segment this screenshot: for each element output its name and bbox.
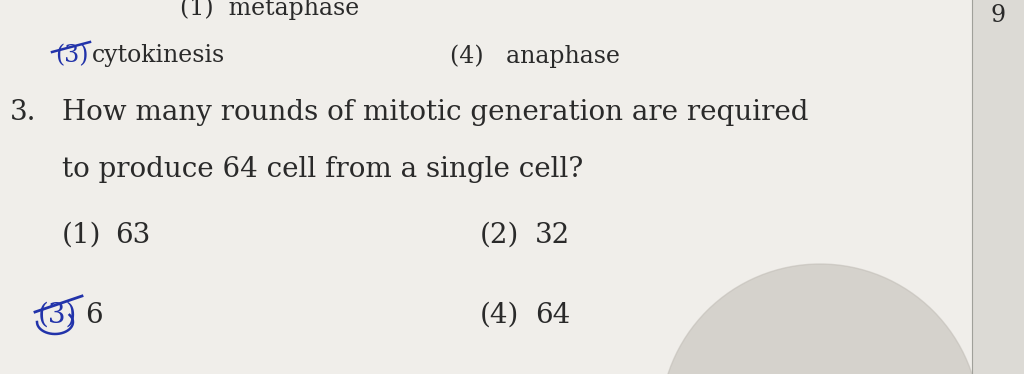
- Text: (4)   anaphase: (4) anaphase: [450, 44, 620, 68]
- Text: (3): (3): [38, 302, 78, 329]
- Text: (4): (4): [480, 302, 519, 329]
- Text: (3): (3): [55, 44, 88, 67]
- Text: cytokinesis: cytokinesis: [92, 44, 225, 67]
- Text: 63: 63: [115, 222, 151, 249]
- Text: 9: 9: [990, 4, 1006, 27]
- Circle shape: [660, 264, 980, 374]
- Text: 3.: 3.: [10, 99, 37, 126]
- Text: to produce 64 cell from a single cell?: to produce 64 cell from a single cell?: [62, 156, 584, 183]
- Text: 64: 64: [535, 302, 570, 329]
- Bar: [972, 0, 1024, 374]
- Text: (2): (2): [480, 222, 519, 249]
- Text: (1): (1): [62, 222, 101, 249]
- Text: 6: 6: [85, 302, 102, 329]
- Text: (1)  metaphase: (1) metaphase: [180, 0, 359, 19]
- Text: How many rounds of mitotic generation are required: How many rounds of mitotic generation ar…: [62, 99, 809, 126]
- Text: 32: 32: [535, 222, 570, 249]
